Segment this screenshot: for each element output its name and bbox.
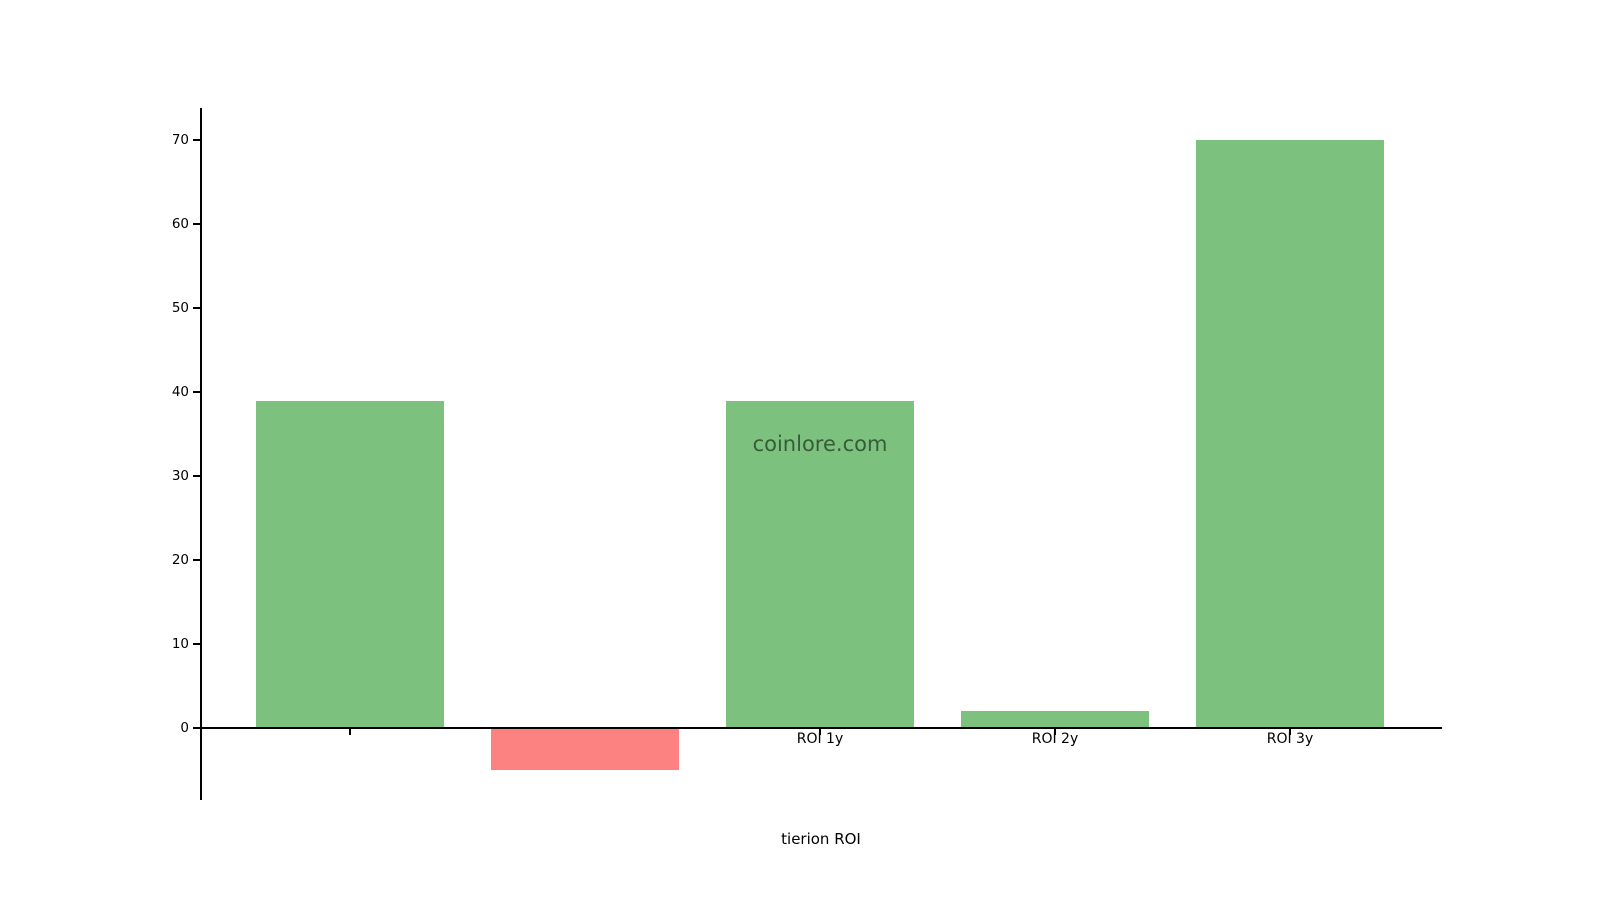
x-axis-title: tierion ROI [781,830,861,848]
x-tick-mark [349,728,351,736]
x-tick-label: ROI 2y [1031,731,1079,747]
bar-positive [256,400,444,729]
y-tick-mark [193,223,200,225]
y-axis-line [200,108,202,800]
y-tick-mark [193,139,200,141]
x-tick-mark [1054,728,1056,736]
y-tick-label: 30 [171,468,189,485]
x-tick-label: ROI 3y [1266,731,1314,747]
x-tick-mark [819,728,821,736]
y-tick-mark [193,307,200,309]
y-tick-mark [193,391,200,393]
y-tick-label: 10 [171,636,189,653]
bar-positive [961,711,1149,729]
y-tick-mark [193,727,200,729]
y-tick-label: 20 [171,552,189,569]
bar-positive [1196,140,1384,729]
x-axis-zero-line [200,727,1442,729]
y-tick-mark [193,475,200,477]
x-tick-label: ROI 1y [796,731,844,747]
y-tick-label: 60 [171,216,189,233]
y-tick-mark [193,643,200,645]
bar-positive [726,400,914,729]
y-tick-label: 50 [171,300,189,317]
y-tick-label: 0 [180,720,189,737]
y-tick-label: 40 [171,384,189,401]
watermark-text: coinlore.com [752,432,888,456]
y-tick-mark [193,559,200,561]
y-tick-label: 70 [171,132,189,149]
x-tick-mark [1289,728,1291,736]
bar-negative [491,728,679,771]
